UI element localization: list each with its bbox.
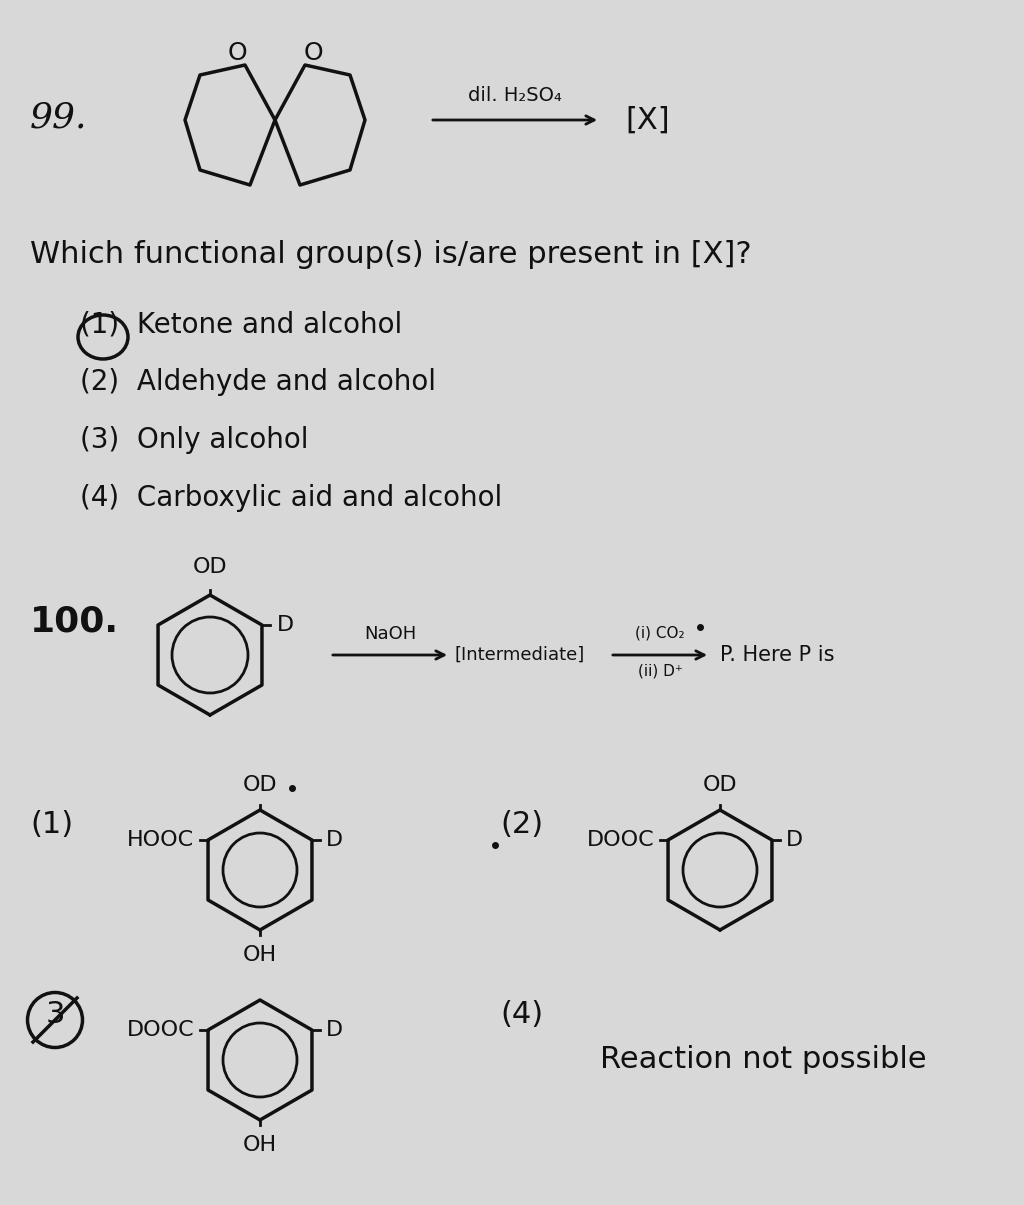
Text: (1)  Ketone and alcohol: (1) Ketone and alcohol xyxy=(80,310,402,337)
Text: [X]: [X] xyxy=(625,106,670,135)
Text: OD: OD xyxy=(702,775,737,795)
Text: (1): (1) xyxy=(30,810,73,839)
Text: D: D xyxy=(786,830,803,850)
Text: 3: 3 xyxy=(45,1000,65,1029)
Text: OH: OH xyxy=(243,945,278,965)
Text: [Intermediate]: [Intermediate] xyxy=(455,646,586,664)
Text: (2): (2) xyxy=(500,810,543,839)
Text: Which functional group(s) is/are present in [X]?: Which functional group(s) is/are present… xyxy=(30,240,752,269)
Text: DOOC: DOOC xyxy=(126,1019,194,1040)
Text: (4): (4) xyxy=(500,1000,543,1029)
Text: P. Here P is: P. Here P is xyxy=(720,645,835,665)
Text: dil. H₂SO₄: dil. H₂SO₄ xyxy=(468,86,562,105)
Text: (3)  Only alcohol: (3) Only alcohol xyxy=(80,427,308,454)
Text: Reaction not possible: Reaction not possible xyxy=(600,1046,927,1075)
Text: OD: OD xyxy=(193,557,227,577)
Text: D: D xyxy=(326,830,343,850)
Text: D: D xyxy=(326,1019,343,1040)
Text: (4)  Carboxylic aid and alcohol: (4) Carboxylic aid and alcohol xyxy=(80,484,502,512)
Text: (i) CO₂: (i) CO₂ xyxy=(635,627,685,641)
Text: O: O xyxy=(303,41,323,65)
Text: OH: OH xyxy=(243,1135,278,1156)
Text: O: O xyxy=(227,41,247,65)
Text: D: D xyxy=(276,615,294,635)
Text: (ii) D⁺: (ii) D⁺ xyxy=(638,663,682,678)
Text: (2)  Aldehyde and alcohol: (2) Aldehyde and alcohol xyxy=(80,368,436,396)
Text: HOOC: HOOC xyxy=(127,830,194,850)
Text: NaOH: NaOH xyxy=(364,625,416,643)
Text: DOOC: DOOC xyxy=(587,830,654,850)
Text: 99.: 99. xyxy=(30,100,87,134)
Text: 100.: 100. xyxy=(30,605,119,639)
Text: OD: OD xyxy=(243,775,278,795)
